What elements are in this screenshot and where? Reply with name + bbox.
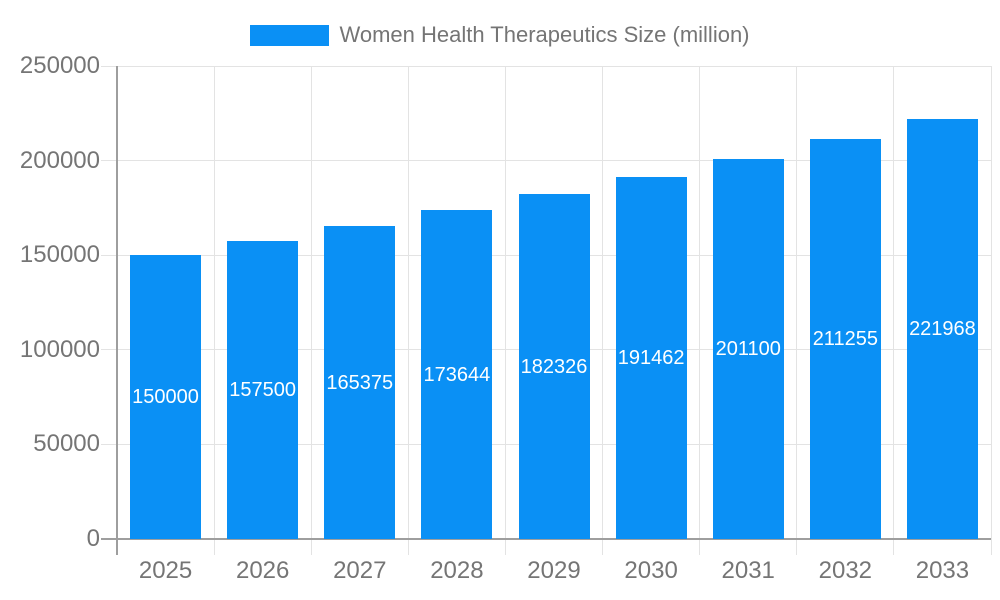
bar-2032[interactable] [809,139,881,539]
x-gridline [893,66,895,555]
x-tick-label-2031: 2031 [721,557,775,584]
x-gridline [796,66,798,555]
bar-2033[interactable] [906,119,978,539]
x-tick-label-2027: 2027 [333,557,387,584]
bar-value-label: 182326 [520,355,588,378]
x-tick-label-2026: 2026 [235,557,290,584]
x-gridline [699,66,701,555]
bar-value-label: 173644 [423,363,491,386]
y-tick-label: 0 [86,525,100,552]
x-tick-label-2032: 2032 [818,557,873,584]
legend: Women Health Therapeutics Size (million) [0,22,1000,48]
y-gridline [101,160,991,162]
legend-item[interactable]: Women Health Therapeutics Size (million) [250,22,750,48]
y-gridline [101,65,991,67]
y-tick-label: 150000 [19,241,100,269]
y-tick-label: 100000 [19,335,100,363]
bar-2031[interactable] [712,158,784,539]
x-tick-label-2029: 2029 [527,557,581,584]
y-tick-label: 250000 [19,52,100,79]
bar-value-label: 165375 [326,371,394,394]
bar-value-label: 201100 [715,337,781,360]
x-tick-label-2025: 2025 [138,557,193,584]
y-tick-label: 200000 [19,146,100,174]
bar-2029[interactable] [518,194,590,539]
x-gridline [310,66,312,555]
legend-swatch [250,24,330,46]
bar-value-label: 221968 [909,318,976,341]
bar-value-label: 191462 [617,346,685,369]
x-gridline [407,66,409,555]
y-axis-line [116,66,118,555]
bar-2030[interactable] [615,176,687,539]
x-gridline [504,66,506,555]
bar-value-label: 211255 [812,328,878,351]
x-tick-label-2028: 2028 [430,557,484,584]
x-tick-label-2033: 2033 [915,557,970,584]
bar-2027[interactable] [324,226,396,539]
x-tick-label-2030: 2030 [624,557,678,584]
x-gridline [602,66,604,555]
legend-label: Women Health Therapeutics Size (million) [339,22,750,47]
bar-value-label: 157500 [229,379,297,401]
bar-2028[interactable] [421,210,493,539]
bar-value-label: 150000 [132,386,199,409]
bar-2026[interactable] [227,241,299,539]
y-tick-label: 50000 [33,430,100,458]
x-gridline [213,66,215,555]
bar-2025[interactable] [130,255,202,539]
x-axis-line [101,538,991,540]
x-gridline [990,66,992,555]
